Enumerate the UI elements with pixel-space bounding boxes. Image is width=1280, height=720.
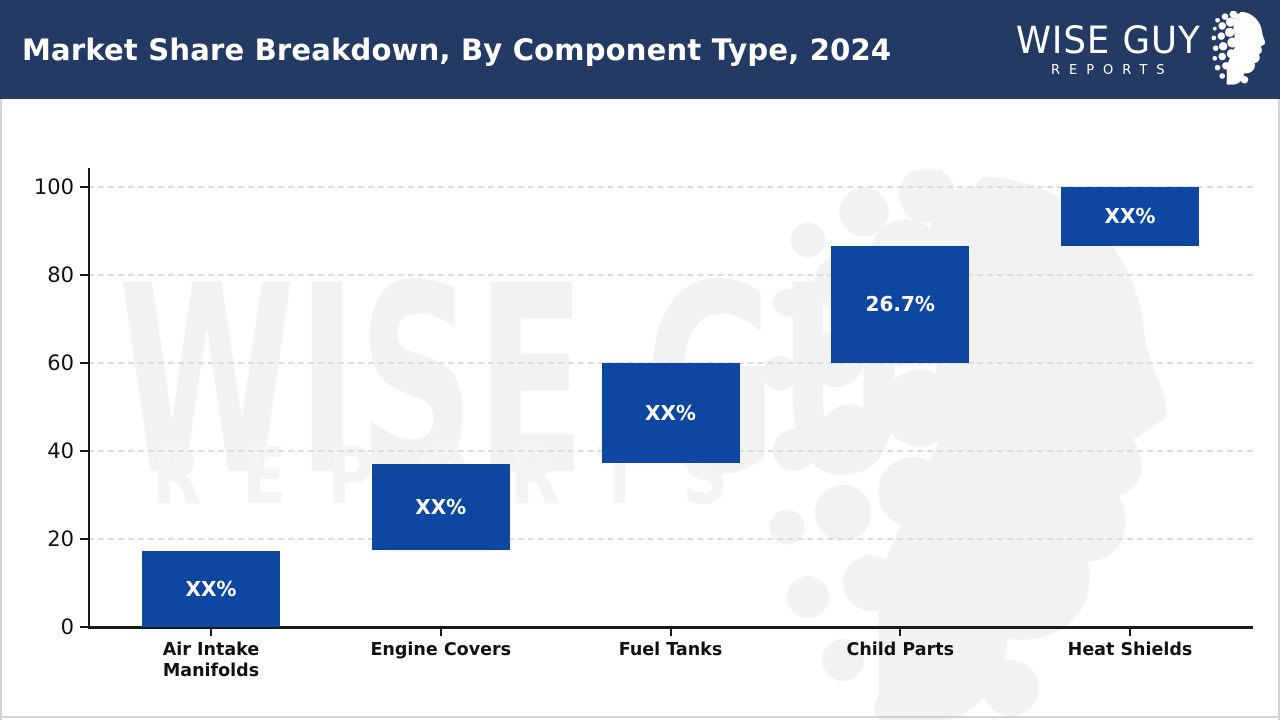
gridline-80 — [88, 273, 1253, 276]
brand-face-icon — [1211, 10, 1266, 85]
gridline-100 — [88, 185, 1253, 188]
x-tick-2 — [669, 629, 672, 636]
y-tick-80 — [80, 273, 88, 276]
y-axis-line — [88, 168, 90, 629]
bar-segment-1: XX% — [371, 464, 510, 550]
y-tick-40 — [80, 449, 88, 452]
left-border-line — [0, 99, 2, 720]
x-axis-line — [88, 626, 1253, 629]
y-tick-label-20: 20 — [47, 526, 74, 551]
x-tick-3 — [899, 629, 902, 636]
y-tick-20 — [80, 537, 88, 540]
brand-wordmark: WISE GUY — [1015, 18, 1201, 62]
bar-segment-2: XX% — [601, 363, 740, 464]
x-tick-label-3: Child Parts — [846, 640, 955, 660]
brand-reports-text: REPORTS — [1050, 62, 1174, 78]
bar-value-label-0: XX% — [185, 577, 237, 602]
bar-value-label-2: XX% — [645, 401, 696, 426]
bottom-border-line — [0, 716, 1280, 718]
x-tick-label-1: Engine Covers — [370, 640, 512, 660]
y-tick-label-0: 0 — [60, 615, 74, 639]
y-tick-100 — [80, 185, 88, 188]
y-tick-label-100: 100 — [33, 174, 74, 199]
brand-logo-text: WISE GUY REPORTS — [1012, 22, 1204, 78]
x-tick-label-2: Fuel Tanks — [618, 640, 723, 660]
y-tick-label-80: 80 — [47, 262, 74, 287]
x-tick-0 — [210, 629, 212, 636]
x-tick-label-0: Air Intake Manifolds — [162, 640, 260, 681]
x-tick-label-4: Heat Shields — [1067, 640, 1193, 660]
bar-value-label-1: XX% — [415, 494, 467, 519]
right-border-line — [1278, 99, 1280, 720]
bar-segment-4: XX% — [1061, 187, 1199, 246]
bar-segment-3: 26.7% — [831, 245, 970, 364]
y-tick-label-60: 60 — [47, 350, 74, 375]
header-bar: Market Share Breakdown, By Component Typ… — [0, 0, 1280, 99]
brand-logo: WISE GUY REPORTS — [1012, 10, 1266, 89]
bar-value-label-3: 26.7% — [865, 292, 935, 317]
y-tick-60 — [80, 361, 88, 364]
bar-value-label-4: XX% — [1104, 204, 1156, 229]
page-title: Market Share Breakdown, By Component Typ… — [22, 32, 892, 67]
gridline-60 — [88, 361, 1253, 364]
gridline-20 — [88, 537, 1253, 540]
bar-segment-0: XX% — [142, 551, 280, 627]
y-tick-0 — [80, 626, 88, 628]
x-tick-4 — [1129, 629, 1131, 636]
x-tick-1 — [439, 629, 442, 636]
y-tick-label-40: 40 — [47, 438, 74, 463]
